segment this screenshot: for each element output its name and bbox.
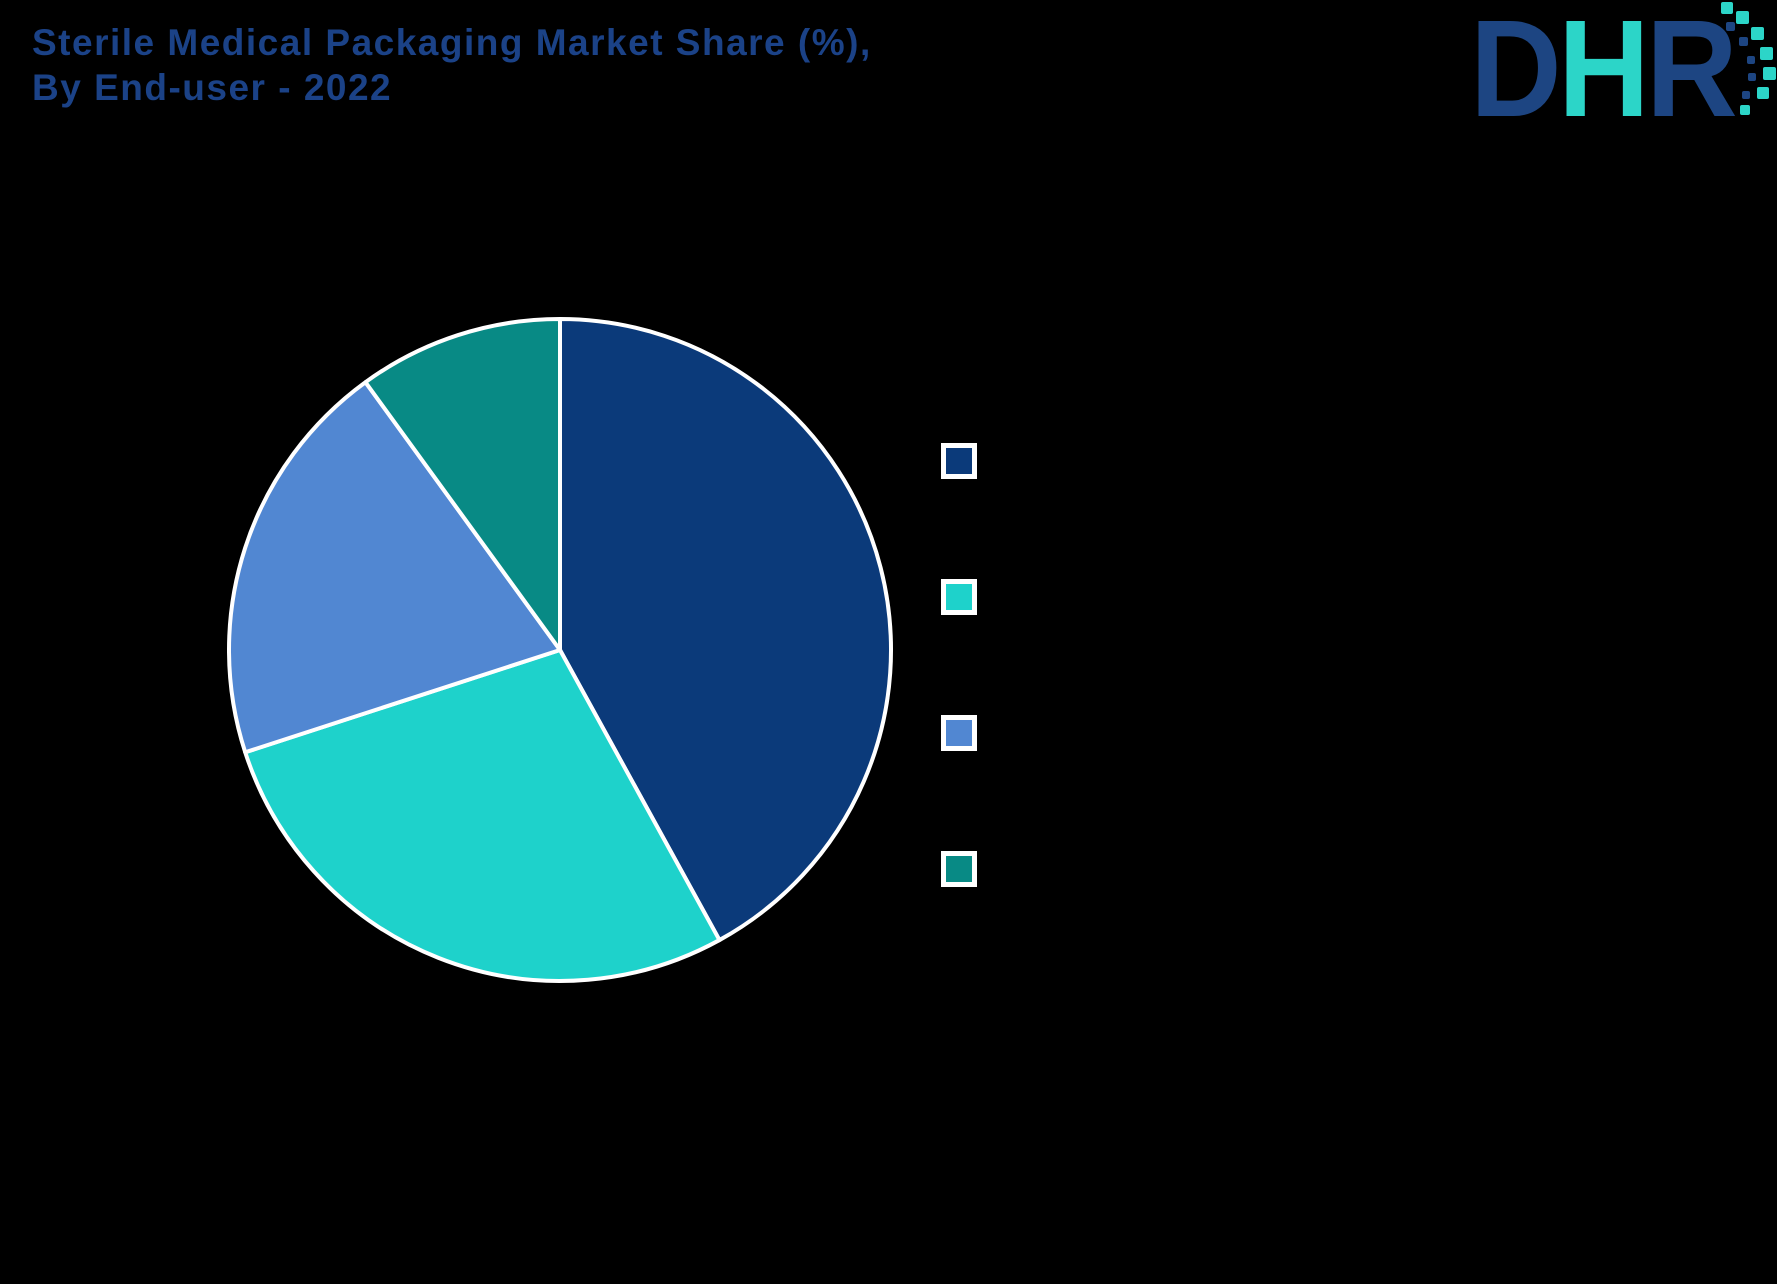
dhr-logo: D H R	[1470, 0, 1777, 146]
legend-marker	[941, 579, 977, 615]
legend-marker	[941, 851, 977, 887]
logo-letter-r: R	[1646, 0, 1738, 146]
pie-chart	[227, 317, 893, 983]
pie-slice	[363, 317, 562, 652]
title-line-1: Sterile Medical Packaging Market Share (…	[32, 22, 872, 63]
legend-marker	[941, 715, 977, 751]
legend-marker	[941, 443, 977, 479]
legend-item	[941, 579, 991, 615]
dhr-logo-letters: D H R	[1470, 0, 1738, 146]
pie-slice	[243, 648, 722, 983]
legend	[941, 443, 991, 887]
title-line-2: By End-user - 2022	[32, 67, 393, 108]
legend-item	[941, 443, 991, 479]
legend-item	[941, 851, 991, 887]
legend-item	[941, 715, 991, 751]
page-title: Sterile Medical Packaging Market Share (…	[32, 20, 872, 110]
logo-letter-h: H	[1558, 0, 1650, 146]
pie-slice	[558, 317, 893, 943]
pie-slice	[227, 380, 562, 755]
logo-letter-d: D	[1470, 0, 1562, 146]
